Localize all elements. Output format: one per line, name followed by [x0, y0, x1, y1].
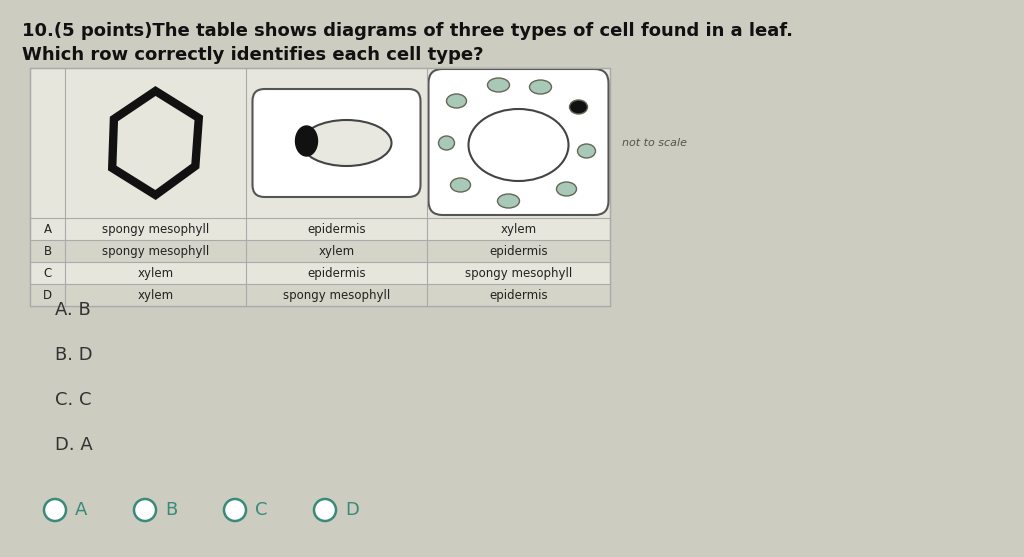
Ellipse shape — [469, 109, 568, 181]
Circle shape — [134, 499, 156, 521]
Text: spongy mesophyll: spongy mesophyll — [283, 289, 390, 301]
Text: spongy mesophyll: spongy mesophyll — [101, 245, 209, 257]
Text: xylem: xylem — [137, 266, 173, 280]
Ellipse shape — [451, 178, 470, 192]
Ellipse shape — [529, 80, 552, 94]
FancyBboxPatch shape — [253, 89, 421, 197]
Text: xylem: xylem — [318, 245, 354, 257]
Text: D. A: D. A — [55, 436, 93, 454]
Ellipse shape — [487, 78, 510, 92]
Text: D: D — [345, 501, 358, 519]
Ellipse shape — [498, 194, 519, 208]
Text: epidermis: epidermis — [489, 245, 548, 257]
Text: C: C — [43, 266, 51, 280]
Ellipse shape — [569, 100, 588, 114]
Text: C. C: C. C — [55, 391, 91, 409]
Text: xylem: xylem — [137, 289, 173, 301]
Bar — [30, 240, 610, 262]
Ellipse shape — [438, 136, 455, 150]
Text: spongy mesophyll: spongy mesophyll — [101, 222, 209, 236]
Text: A: A — [43, 222, 51, 236]
Ellipse shape — [446, 94, 467, 108]
Ellipse shape — [301, 120, 391, 166]
Text: C: C — [255, 501, 267, 519]
Text: A. B: A. B — [55, 301, 91, 319]
Text: epidermis: epidermis — [307, 222, 366, 236]
Circle shape — [224, 499, 246, 521]
Text: 10.(5 points)The table shows diagrams of three types of cell found in a leaf.: 10.(5 points)The table shows diagrams of… — [22, 22, 793, 40]
Text: epidermis: epidermis — [489, 289, 548, 301]
Text: D: D — [43, 289, 52, 301]
Bar — [30, 284, 610, 306]
Circle shape — [314, 499, 336, 521]
Text: xylem: xylem — [501, 222, 537, 236]
Text: spongy mesophyll: spongy mesophyll — [465, 266, 572, 280]
Text: B: B — [165, 501, 177, 519]
Text: not to scale: not to scale — [622, 138, 687, 148]
Bar — [30, 68, 610, 306]
Text: A: A — [75, 501, 87, 519]
Text: B. D: B. D — [55, 346, 92, 364]
FancyBboxPatch shape — [428, 69, 608, 215]
Text: B: B — [43, 245, 51, 257]
Text: Which row correctly identifies each cell type?: Which row correctly identifies each cell… — [22, 46, 483, 64]
Ellipse shape — [296, 126, 317, 156]
Text: epidermis: epidermis — [307, 266, 366, 280]
Ellipse shape — [578, 144, 596, 158]
Circle shape — [44, 499, 66, 521]
Ellipse shape — [556, 182, 577, 196]
